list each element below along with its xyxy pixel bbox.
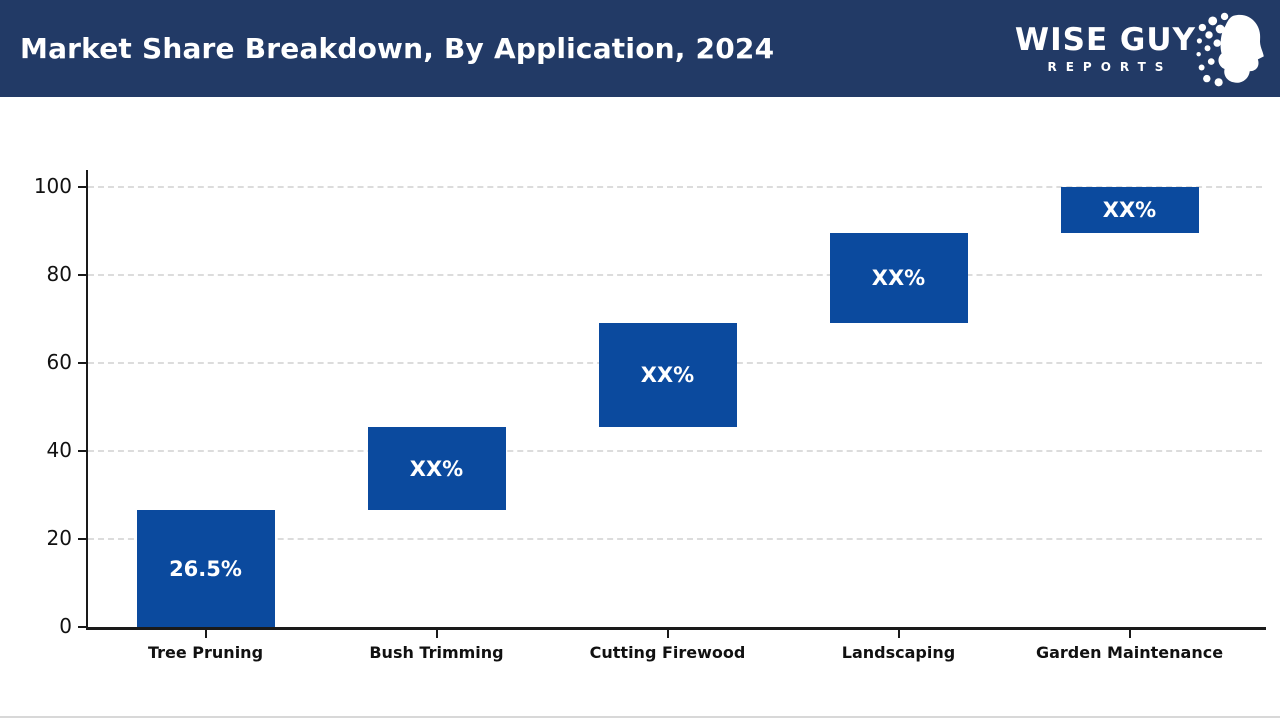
logo-reports-text: REPORTS — [1047, 59, 1173, 74]
bottom-divider — [0, 716, 1280, 718]
y-axis-line — [86, 170, 88, 630]
bar-landscaping: XX% — [829, 233, 968, 324]
x-category-label-garden-maintenance: Garden Maintenance — [1035, 643, 1224, 662]
x-category-label-tree-pruning: Tree Pruning — [147, 643, 264, 662]
bar-value-label-landscaping: XX% — [871, 266, 926, 291]
page-title: Market Share Breakdown, By Application, … — [20, 32, 775, 65]
y-tick-20 — [78, 538, 87, 540]
y-tick-label-40: 40 — [46, 438, 72, 462]
x-tick-bush-trimming — [435, 630, 438, 638]
y-tick-100 — [78, 186, 87, 188]
bar-value-label-garden-maintenance: XX% — [1102, 198, 1157, 223]
x-tick-tree-pruning — [204, 630, 207, 638]
bar-value-label-tree-pruning: 26.5% — [169, 556, 242, 581]
y-tick-label-60: 60 — [46, 350, 72, 374]
bar-garden-maintenance: XX% — [1060, 187, 1199, 234]
x-tick-cutting-firewood — [666, 630, 669, 638]
y-tick-60 — [78, 362, 87, 364]
y-tick-label-0: 0 — [59, 614, 72, 638]
x-tick-landscaping — [897, 630, 900, 638]
x-category-label-cutting-firewood: Cutting Firewood — [589, 643, 746, 662]
x-category-label-landscaping: Landscaping — [841, 643, 956, 662]
bar-bush-trimming: XX% — [367, 426, 506, 511]
logo-head-icon — [1196, 12, 1264, 86]
y-gridline-40 — [88, 450, 1262, 452]
x-axis-line — [86, 627, 1266, 630]
bar-tree-pruning: 26.5% — [136, 510, 275, 627]
y-gridline-100 — [88, 186, 1262, 188]
y-gridline-80 — [88, 274, 1262, 276]
logo-wordmark: WISE GUY REPORTS — [1014, 21, 1196, 74]
bar-cutting-firewood: XX% — [598, 323, 737, 427]
y-tick-label-20: 20 — [46, 526, 72, 550]
y-gridline-20 — [88, 538, 1262, 540]
y-tick-40 — [78, 450, 87, 452]
y-tick-80 — [78, 274, 87, 276]
bar-value-label-bush-trimming: XX% — [409, 456, 464, 481]
y-tick-label-100: 100 — [33, 174, 72, 198]
x-category-label-bush-trimming: Bush Trimming — [369, 643, 504, 662]
logo-brand-text: WISE GUY — [1014, 21, 1196, 58]
y-tick-label-80: 80 — [46, 262, 72, 286]
wise-guy-logo: WISE GUY REPORTS — [1015, 8, 1266, 90]
header: Market Share Breakdown, By Application, … — [0, 0, 1280, 97]
bar-value-label-cutting-firewood: XX% — [640, 363, 695, 388]
y-tick-0 — [78, 626, 87, 628]
x-tick-garden-maintenance — [1128, 630, 1131, 638]
